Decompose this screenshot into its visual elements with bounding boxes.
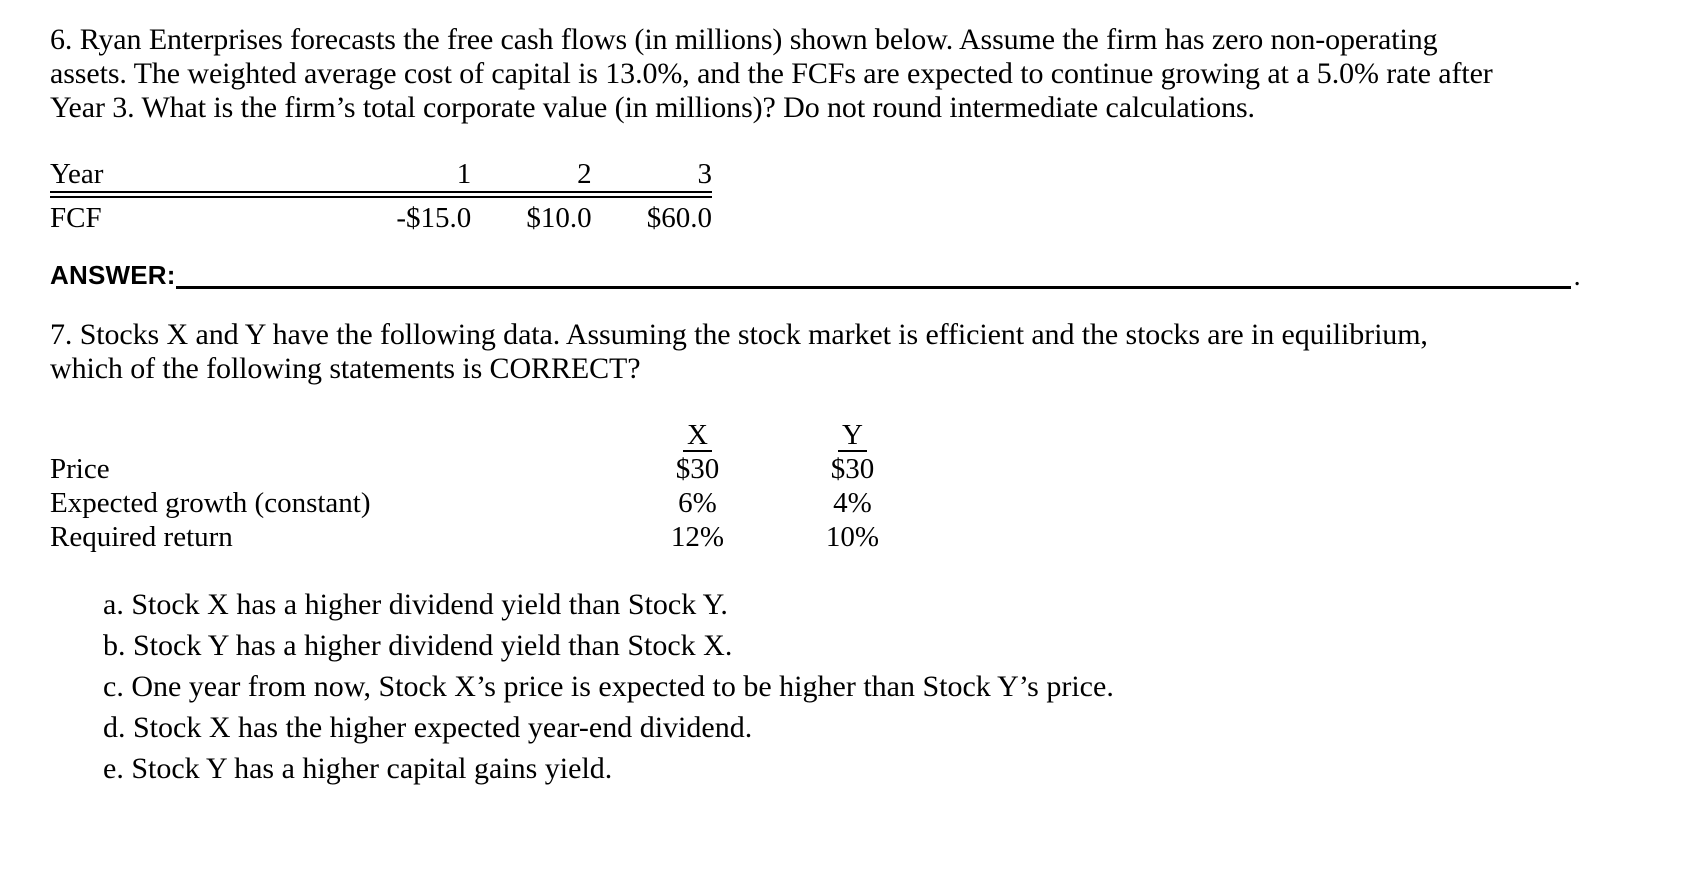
stocks-row-label-price: Price bbox=[50, 453, 110, 485]
choice-b[interactable]: b. Stock Y has a higher dividend yield t… bbox=[103, 629, 733, 662]
question-6-line-1: 6. Ryan Enterprises forecasts the free c… bbox=[50, 23, 1438, 56]
fcf-row-label: FCF bbox=[50, 202, 102, 234]
answer-blank-field[interactable] bbox=[175, 261, 1571, 289]
table-row: Price $30 $30 bbox=[50, 452, 930, 486]
question-6-line-2: assets. The weighted average cost of cap… bbox=[50, 57, 1493, 90]
stocks-column-header-x: X bbox=[620, 418, 775, 452]
stocks-column-header-x-text: X bbox=[683, 421, 712, 452]
stocks-required-return-x: 12% bbox=[670, 521, 725, 553]
stocks-growth-y: 4% bbox=[833, 487, 872, 519]
question-7-text: 7. Stocks X and Y have the following dat… bbox=[50, 318, 1530, 386]
fcf-table: Year 1 2 3 FCF -$15.0 $10.0 $60.0 bbox=[50, 158, 712, 233]
stocks-column-header-y: Y bbox=[775, 418, 930, 452]
question-7-line-1: 7. Stocks X and Y have the following dat… bbox=[50, 318, 1428, 351]
fcf-value-year-3: $60.0 bbox=[646, 202, 712, 234]
fcf-header-label: Year bbox=[50, 158, 351, 193]
stocks-header-blank bbox=[50, 418, 620, 452]
fcf-rule-cell-3 bbox=[471, 192, 592, 198]
fcf-value-year-2: $10.0 bbox=[526, 202, 592, 234]
stocks-data-table: X Y Price $30 $30 Expected growth (const… bbox=[50, 418, 930, 554]
choice-c[interactable]: c. One year from now, Stock X’s price is… bbox=[103, 670, 1114, 703]
answer-row: ANSWER: . bbox=[50, 253, 1650, 292]
stocks-price-x: $30 bbox=[675, 453, 720, 485]
fcf-header-year-2: 2 bbox=[471, 158, 592, 193]
stocks-row-label-required-return: Required return bbox=[50, 521, 233, 553]
answer-label: ANSWER: bbox=[50, 260, 176, 290]
fcf-header-year-1: 1 bbox=[350, 158, 472, 193]
fcf-header-year-3: 3 bbox=[591, 158, 712, 193]
table-row: Expected growth (constant) 6% 4% bbox=[50, 486, 930, 520]
fcf-table-data-row: FCF -$15.0 $10.0 $60.0 bbox=[50, 197, 712, 233]
fcf-table-header-row: Year 1 2 3 bbox=[50, 158, 712, 193]
stocks-table-header-row: X Y bbox=[50, 418, 930, 452]
choice-a[interactable]: a. Stock X has a higher dividend yield t… bbox=[103, 588, 728, 621]
table-row: Required return 12% 10% bbox=[50, 520, 930, 554]
stocks-price-y: $30 bbox=[830, 453, 875, 485]
question-7-line-2: which of the following statements is COR… bbox=[50, 352, 641, 385]
answer-trailing-period: . bbox=[1573, 261, 1581, 292]
fcf-rule-cell-1 bbox=[50, 192, 351, 198]
stocks-growth-x: 6% bbox=[678, 487, 717, 519]
fcf-table-double-rule bbox=[50, 192, 712, 198]
stocks-required-return-y: 10% bbox=[825, 521, 880, 553]
choice-d[interactable]: d. Stock X has the higher expected year-… bbox=[103, 711, 753, 744]
question-6-line-3: Year 3. What is the firm’s total corpora… bbox=[50, 91, 1255, 124]
question-6-text: 6. Ryan Enterprises forecasts the free c… bbox=[50, 23, 1650, 125]
choice-e[interactable]: e. Stock Y has a higher capital gains yi… bbox=[103, 752, 613, 785]
fcf-rule-cell-2 bbox=[350, 192, 472, 198]
fcf-value-year-1: -$15.0 bbox=[396, 202, 472, 234]
fcf-rule-cell-4 bbox=[591, 192, 712, 198]
question-7-choices: a. Stock X has a higher dividend yield t… bbox=[103, 584, 1623, 789]
stocks-row-label-growth: Expected growth (constant) bbox=[50, 487, 371, 519]
stocks-column-header-y-text: Y bbox=[838, 421, 867, 452]
